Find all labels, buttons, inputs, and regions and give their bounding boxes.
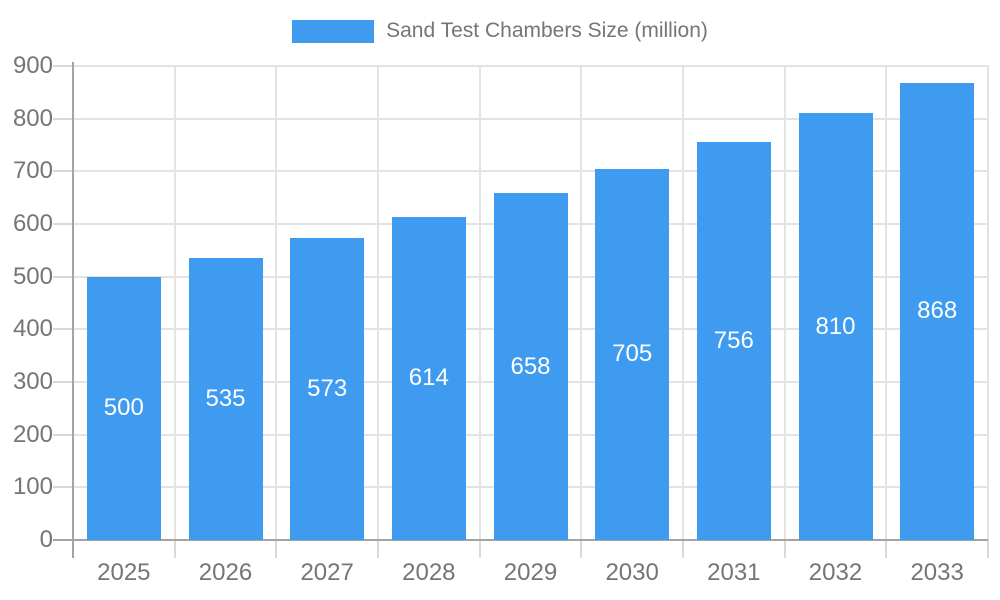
- y-axis-tick-label: 700: [12, 157, 53, 185]
- x-gridline: [173, 66, 176, 540]
- y-axis-tick-label: 800: [12, 104, 53, 132]
- y-axis-tick-label: 0: [39, 526, 53, 553]
- y-tick-mark: [53, 65, 73, 67]
- y-tick-mark: [53, 486, 73, 489]
- y-tick-mark: [53, 275, 73, 278]
- bar: 614: [391, 216, 466, 540]
- y-gridline: [73, 65, 988, 67]
- y-tick-mark: [53, 433, 73, 436]
- bar: 500: [86, 276, 161, 540]
- bar-value-label: 810: [815, 312, 856, 340]
- y-tick-mark: [53, 170, 73, 173]
- x-gridline: [682, 66, 684, 540]
- bar: 535: [188, 258, 263, 540]
- x-axis-tick-label: 2028: [402, 559, 456, 586]
- x-tick-mark: [682, 540, 684, 558]
- x-tick-mark: [478, 540, 481, 558]
- y-gridline: [73, 170, 988, 173]
- bar-value-label: 756: [713, 326, 754, 354]
- y-axis-line: [72, 62, 74, 558]
- x-tick-mark: [173, 540, 176, 558]
- bar-value-label: 705: [612, 340, 653, 368]
- x-gridline: [377, 66, 379, 540]
- y-axis-tick-label: 500: [12, 262, 53, 290]
- y-tick-mark: [53, 117, 73, 120]
- y-axis-tick-label: 900: [12, 52, 53, 79]
- bar-value-label: 614: [408, 364, 449, 392]
- x-gridline: [275, 66, 278, 540]
- y-tick-mark: [53, 223, 73, 225]
- x-gridline: [580, 66, 583, 540]
- bar: 868: [900, 82, 975, 540]
- x-axis-tick-label: 2032: [808, 559, 863, 586]
- x-gridline: [478, 66, 481, 540]
- bar: 573: [290, 238, 365, 540]
- legend-label: Sand Test Chambers Size (million): [386, 19, 708, 42]
- x-axis-tick-label: 2031: [707, 559, 761, 586]
- bar-value-label: 658: [510, 352, 551, 380]
- legend[interactable]: Sand Test Chambers Size (million): [0, 17, 1000, 45]
- x-axis-tick-label: 2030: [605, 559, 659, 586]
- bar-value-label: 868: [917, 297, 958, 325]
- x-tick-mark: [987, 540, 989, 558]
- x-axis-tick-label: 2029: [503, 559, 558, 586]
- x-gridline: [885, 66, 888, 540]
- bar: 756: [696, 141, 771, 540]
- x-axis-tick-label: 2026: [198, 559, 253, 586]
- x-tick-mark: [580, 540, 583, 558]
- x-tick-mark: [377, 540, 379, 558]
- y-axis-tick-label: 100: [12, 473, 53, 501]
- y-axis-tick-label: 400: [12, 315, 53, 343]
- y-tick-mark: [53, 328, 73, 331]
- x-axis-tick-label: 2033: [910, 559, 964, 586]
- y-tick-mark: [53, 381, 73, 383]
- y-axis-tick-label: 200: [12, 420, 53, 448]
- x-axis-tick-label: 2025: [97, 559, 151, 586]
- bar: 810: [798, 113, 873, 540]
- bar: 705: [595, 168, 670, 540]
- x-gridline: [987, 66, 989, 540]
- bar-value-label: 535: [205, 385, 246, 413]
- x-axis-line: [53, 539, 988, 541]
- x-tick-mark: [783, 540, 786, 558]
- y-gridline: [73, 117, 988, 120]
- y-axis-tick-label: 600: [12, 210, 53, 237]
- x-tick-mark: [275, 540, 278, 558]
- x-axis-tick-label: 2027: [300, 559, 354, 586]
- y-axis-tick-label: 300: [12, 368, 53, 395]
- bar: 658: [493, 193, 568, 540]
- x-tick-mark: [885, 540, 888, 558]
- legend-swatch: [292, 19, 375, 43]
- bar-value-label: 500: [103, 394, 144, 422]
- x-gridline: [783, 66, 786, 540]
- bar-value-label: 573: [307, 375, 348, 403]
